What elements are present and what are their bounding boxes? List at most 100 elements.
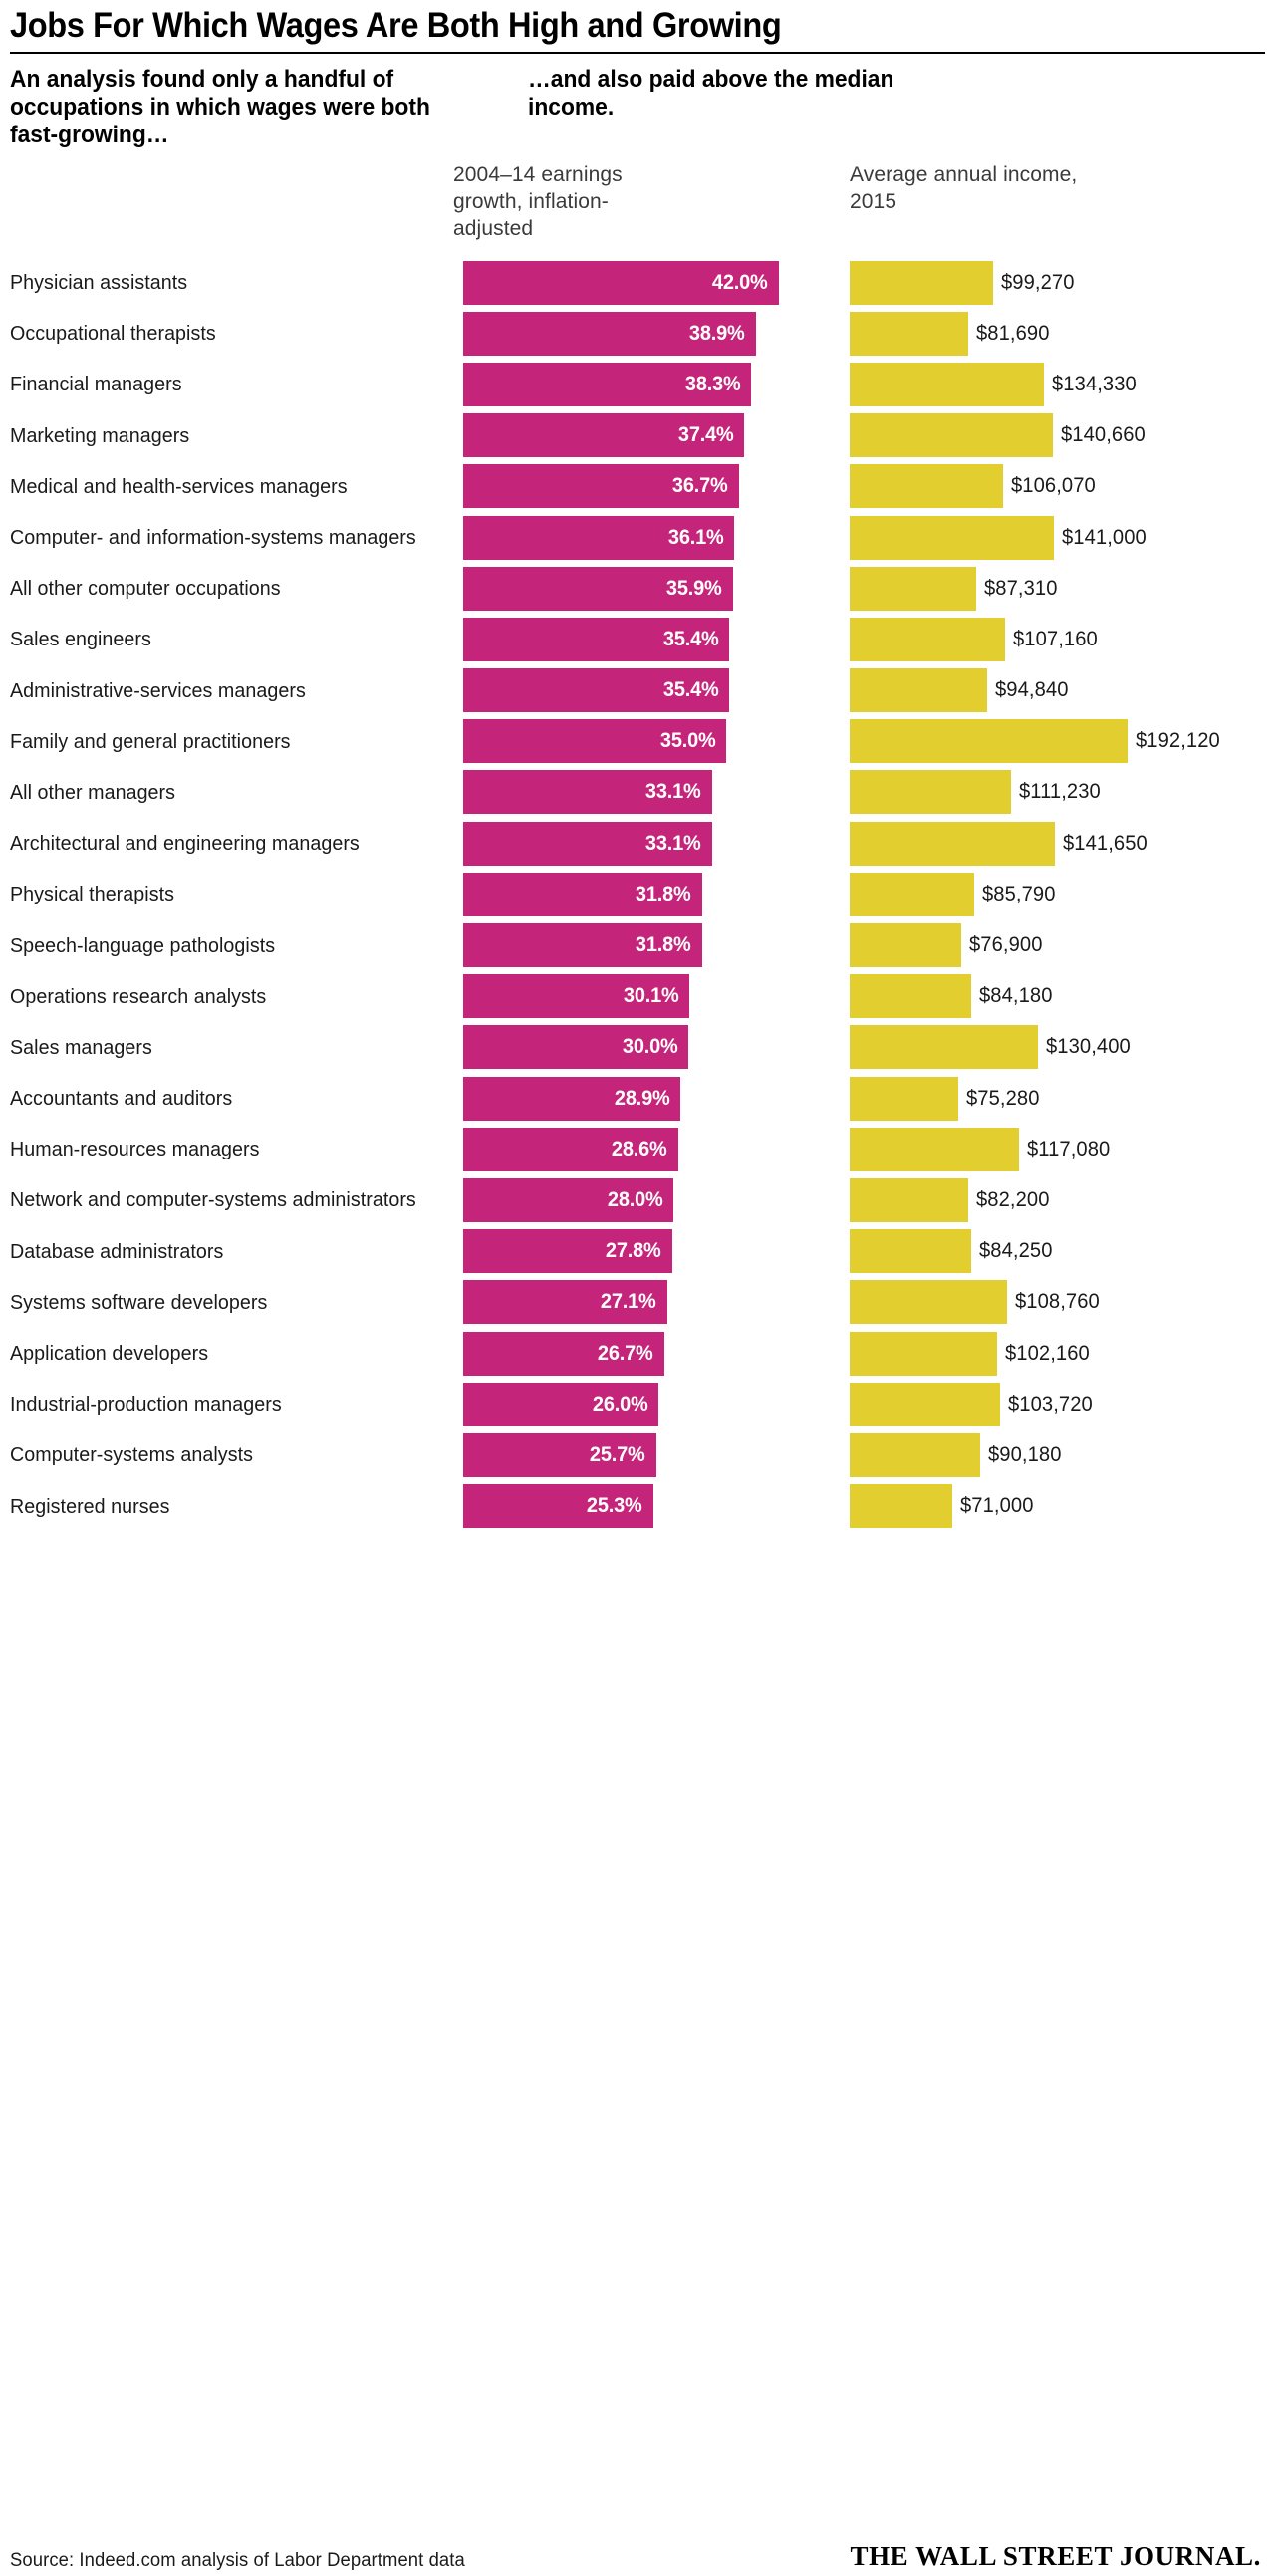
growth-value-label: 33.1% bbox=[645, 780, 701, 804]
growth-bar: 38.3% bbox=[463, 362, 752, 406]
income-bar-wrap: $82,200 bbox=[850, 1177, 1053, 1222]
income-bar bbox=[850, 464, 1004, 509]
growth-bar-wrap: 31.8% bbox=[463, 872, 702, 916]
income-bar bbox=[850, 1382, 1000, 1426]
growth-bar-wrap: 30.0% bbox=[463, 1025, 689, 1070]
income-value-label: $108,760 bbox=[1014, 1290, 1100, 1314]
row-category-label: All other computer occupations bbox=[10, 577, 281, 601]
income-bar bbox=[850, 515, 1054, 560]
growth-value-label: 31.8% bbox=[636, 933, 691, 957]
growth-bar-wrap: 31.8% bbox=[463, 923, 702, 968]
income-value-label: $117,080 bbox=[1027, 1137, 1111, 1160]
income-bar-wrap: $141,000 bbox=[850, 515, 1149, 560]
income-bar bbox=[850, 1127, 1020, 1171]
row-category-label: Network and computer-systems administrat… bbox=[10, 1188, 416, 1212]
chart-row: Computer- and information-systems manage… bbox=[10, 512, 1265, 563]
page-title: Jobs For Which Wages Are Both High and G… bbox=[10, 6, 782, 45]
chart-row: Application developers 26.7% $102,160 bbox=[10, 1328, 1265, 1379]
income-bar-wrap: $111,230 bbox=[850, 770, 1104, 815]
chart-row: Human-resources managers 28.6% $117,080 bbox=[10, 1124, 1265, 1174]
growth-bar-wrap: 27.8% bbox=[463, 1229, 672, 1274]
income-bar bbox=[850, 719, 1128, 764]
growth-value-label: 35.4% bbox=[662, 678, 719, 702]
growth-bar-wrap: 28.9% bbox=[463, 1076, 681, 1121]
chart-row: Computer-systems analysts 25.7% $90,180 bbox=[10, 1429, 1265, 1480]
chart-row: Physical therapists 31.8% $85,790 bbox=[10, 869, 1265, 919]
chart-row: Administrative-services managers 35.4% $94… bbox=[10, 665, 1265, 716]
income-bar-wrap: $84,250 bbox=[850, 1229, 1056, 1274]
income-bar bbox=[850, 413, 1054, 458]
income-value-label: $87,310 bbox=[983, 576, 1058, 600]
income-bar-wrap: $71,000 bbox=[850, 1484, 1037, 1529]
chart-row: Accountants and auditors 28.9% $75,280 bbox=[10, 1073, 1265, 1124]
growth-bar: 35.9% bbox=[463, 566, 733, 611]
growth-bar-wrap: 26.7% bbox=[463, 1331, 664, 1376]
chart-row: Physician assistants 42.0% $99,270 bbox=[10, 257, 1265, 308]
income-value-label: $106,070 bbox=[1011, 474, 1096, 498]
income-bar bbox=[850, 566, 976, 611]
row-category-label: Sales engineers bbox=[10, 628, 151, 651]
income-bar-wrap: $103,720 bbox=[850, 1382, 1096, 1426]
income-bar bbox=[850, 872, 974, 916]
growth-value-label: 33.1% bbox=[645, 831, 701, 855]
income-value-label: $141,000 bbox=[1061, 525, 1147, 549]
growth-bar-wrap: 28.0% bbox=[463, 1177, 674, 1222]
row-category-label: Computer- and information-systems manage… bbox=[10, 526, 416, 550]
growth-bar: 31.8% bbox=[463, 923, 702, 968]
growth-bar-wrap: 28.6% bbox=[463, 1127, 678, 1171]
growth-value-label: 27.1% bbox=[600, 1290, 656, 1314]
income-bar bbox=[850, 1076, 959, 1121]
chart-row: Systems software developers 27.1% $108,760 bbox=[10, 1277, 1265, 1328]
row-category-label: Physician assistants bbox=[10, 271, 188, 295]
income-bar-wrap: $90,180 bbox=[850, 1432, 1065, 1477]
row-category-label: Financial managers bbox=[10, 373, 182, 396]
income-bar bbox=[850, 617, 1005, 661]
growth-value-label: 35.0% bbox=[659, 729, 716, 753]
income-value-label: $141,650 bbox=[1062, 831, 1148, 855]
income-bar-wrap: $108,760 bbox=[850, 1280, 1103, 1325]
income-value-label: $103,720 bbox=[1007, 1392, 1093, 1416]
row-category-label: Speech-language pathologists bbox=[10, 933, 276, 957]
growth-value-label: 28.9% bbox=[614, 1086, 670, 1110]
growth-bar-wrap: 35.4% bbox=[463, 668, 730, 713]
income-bar-wrap: $106,070 bbox=[850, 464, 1099, 509]
growth-bar: 31.8% bbox=[463, 872, 702, 916]
growth-value-label: 27.8% bbox=[606, 1239, 661, 1263]
growth-bar: 33.1% bbox=[463, 770, 712, 815]
income-bar bbox=[850, 1484, 953, 1529]
income-value-label: $90,180 bbox=[987, 1442, 1062, 1466]
growth-value-label: 35.9% bbox=[666, 576, 722, 600]
growth-value-label: 28.0% bbox=[607, 1187, 663, 1211]
growth-bar-wrap: 30.1% bbox=[463, 974, 690, 1019]
income-bar bbox=[850, 1331, 998, 1376]
growth-value-label: 30.1% bbox=[623, 984, 679, 1008]
income-bar-wrap: $141,650 bbox=[850, 821, 1150, 866]
row-category-label: Systems software developers bbox=[10, 1290, 268, 1314]
column-subheads: 2004–14 earnings growth, inflation-adjus… bbox=[10, 161, 1265, 257]
growth-bar-wrap: 26.0% bbox=[463, 1382, 659, 1426]
growth-bar: 30.1% bbox=[463, 974, 690, 1019]
income-value-label: $71,000 bbox=[960, 1494, 1034, 1518]
growth-bar-wrap: 38.3% bbox=[463, 362, 752, 406]
income-value-label: $140,660 bbox=[1061, 423, 1147, 447]
row-category-label: Occupational therapists bbox=[10, 322, 216, 346]
growth-bar: 28.9% bbox=[463, 1076, 681, 1121]
income-bar bbox=[850, 1432, 980, 1477]
income-value-label: $76,900 bbox=[968, 933, 1043, 957]
chart-row: Family and general practitioners 35.0% $19… bbox=[10, 716, 1265, 767]
row-category-label: All other managers bbox=[10, 780, 176, 804]
growth-bar: 27.1% bbox=[463, 1280, 667, 1325]
income-bar bbox=[850, 668, 987, 713]
growth-bar-wrap: 35.4% bbox=[463, 617, 730, 661]
growth-bar-wrap: 35.0% bbox=[463, 719, 727, 764]
growth-bar: 25.3% bbox=[463, 1484, 653, 1529]
row-category-label: Marketing managers bbox=[10, 423, 190, 447]
chart-row: Speech-language pathologists 31.8% $76,900 bbox=[10, 919, 1265, 970]
growth-bar-wrap: 35.9% bbox=[463, 566, 733, 611]
deck: An analysis found only a handful of occu… bbox=[10, 66, 1265, 149]
income-bar bbox=[850, 923, 961, 968]
income-bar-wrap: $134,330 bbox=[850, 362, 1140, 406]
deck-left-text: An analysis found only a handful of occu… bbox=[10, 66, 430, 148]
growth-value-label: 28.6% bbox=[612, 1137, 667, 1160]
income-bar-wrap: $76,900 bbox=[850, 923, 1045, 968]
